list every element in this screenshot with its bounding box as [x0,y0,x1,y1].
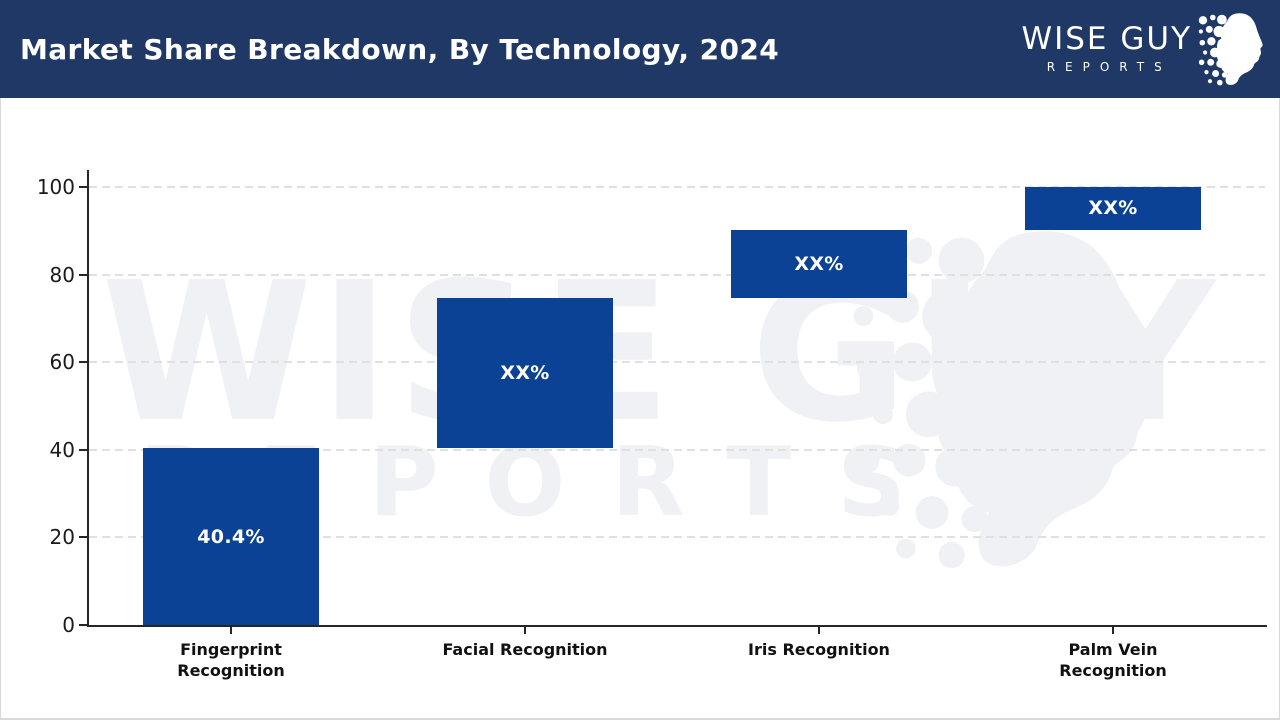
y-tick-label-80: 80 [49,262,75,287]
x-tick-palm-vein-recognition [1112,627,1114,634]
bar-value-label: XX% [1088,197,1138,220]
x-category-label-iris-recognition: Iris Recognition [748,640,890,659]
plot-area: 0 20 40 60 80 100 40.4% Fingerprint Recognition X… [1,98,1279,718]
y-tick-100 [79,186,87,188]
bar-value-label: XX% [500,361,550,384]
gridline-60 [89,361,1265,364]
header-bar: Market Share Breakdown, By Technology, 2… [0,0,1280,98]
bar-fingerprint-recognition: 40.4% [143,448,319,625]
y-tick-label-60: 60 [49,350,75,375]
x-tick-iris-recognition [818,627,820,634]
y-tick-20 [79,536,87,539]
chart-card: WISE GUY REPORTS 0 20 40 60 80 100 40.4% Finger… [0,98,1280,720]
x-tick-fingerprint-recognition [230,627,232,634]
y-tick-60 [79,361,87,364]
y-tick-40 [79,448,87,451]
brand-wordmark: WISE GUY REPORTS [1021,21,1192,75]
bar-palm-vein-recognition: XX% [1025,187,1201,230]
gridline-40 [89,448,1265,451]
bar-value-label: XX% [794,252,844,275]
y-tick-label-0: 0 [62,613,75,637]
x-axis-line [87,625,1267,627]
y-tick-label-100: 100 [36,175,75,199]
gridline-100 [89,186,1265,188]
x-category-label-facial-recognition: Facial Recognition [442,640,608,659]
brand-name: WISE GUY [1021,21,1192,57]
x-category-label-palm-vein-recognition: Palm Vein Recognition [1059,640,1167,680]
bar-facial-recognition: XX% [437,297,613,449]
gridline-80 [89,273,1265,276]
y-tick-label-40: 40 [49,437,75,462]
page-title: Market Share Breakdown, By Technology, 2… [20,32,780,66]
y-axis-line [87,170,89,627]
y-tick-80 [79,273,87,276]
gridline-20 [89,536,1265,539]
brand-subname: REPORTS [1046,60,1172,74]
brand-face-icon [1198,13,1263,86]
y-tick-0 [79,624,87,626]
bar-value-label: 40.4% [197,525,265,548]
x-tick-facial-recognition [524,627,526,634]
x-category-label-fingerprint-recognition: Fingerprint Recognition [177,640,285,680]
bar-iris-recognition: XX% [731,229,907,298]
brand-logo: WISE GUY REPORTS [1021,9,1266,89]
y-tick-label-20: 20 [49,525,75,550]
